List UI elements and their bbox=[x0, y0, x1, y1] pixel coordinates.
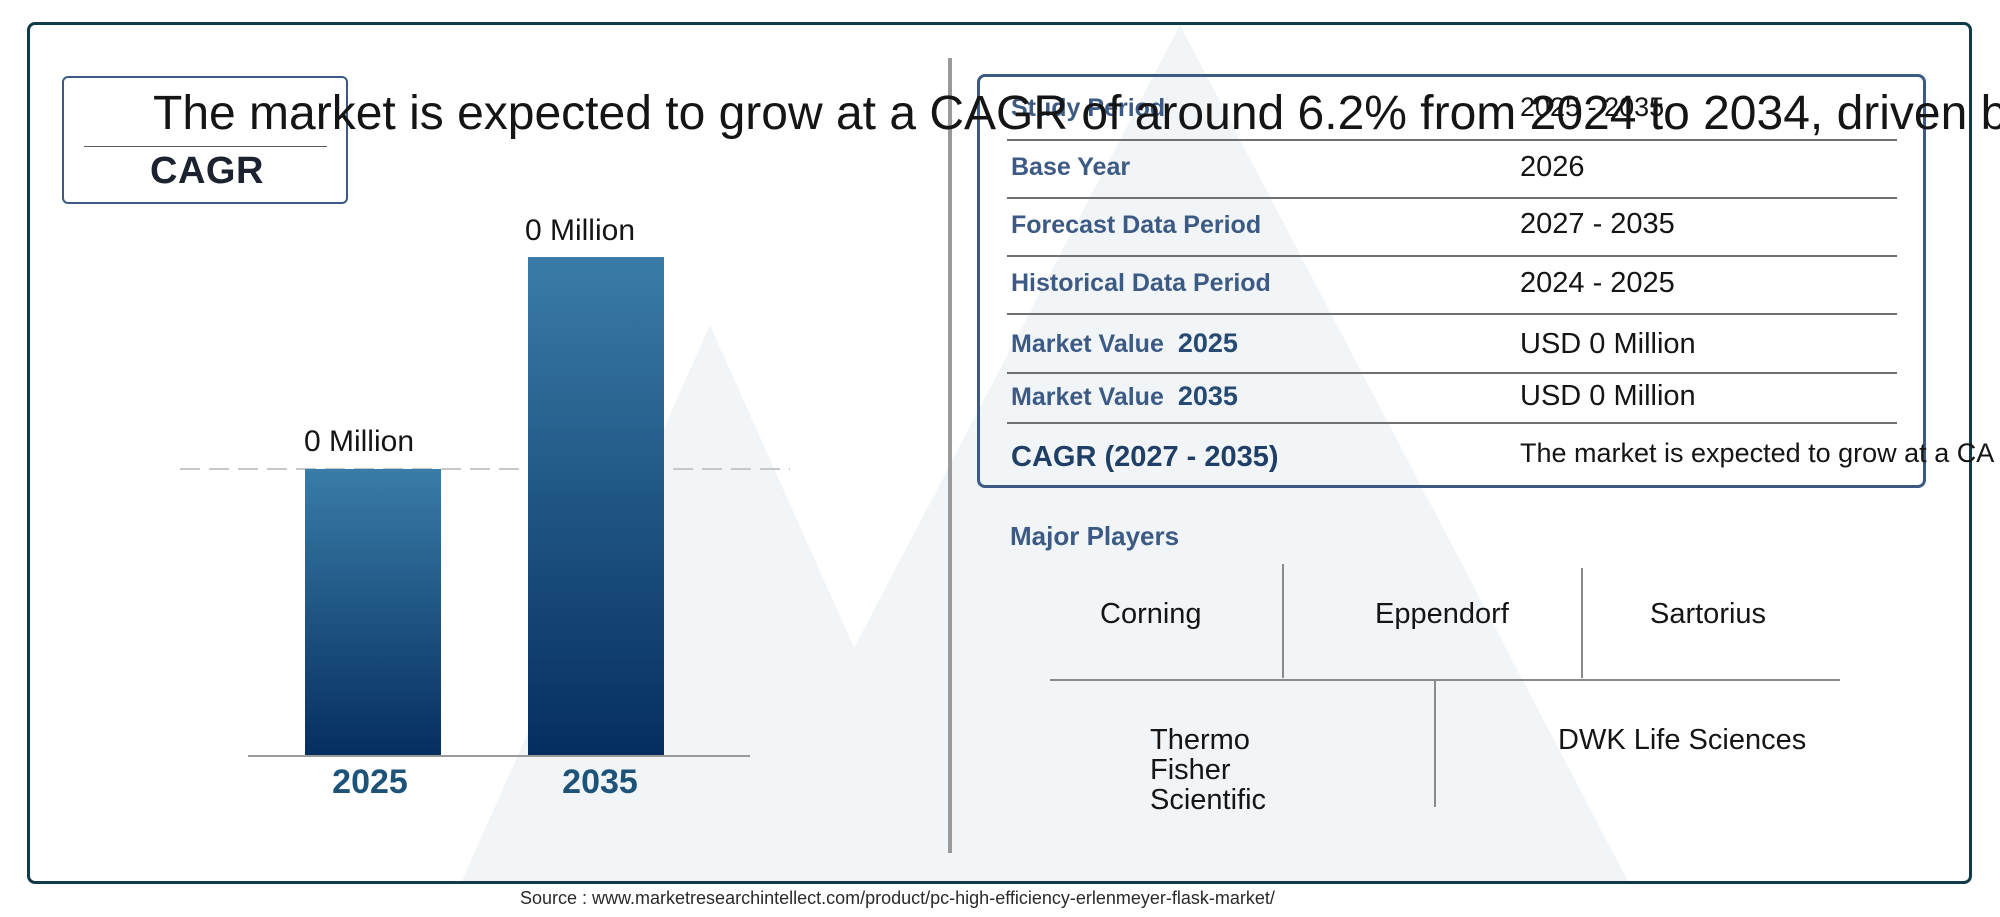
player-divider bbox=[1581, 568, 1583, 678]
row-label-base-year: Base Year bbox=[1011, 153, 1131, 181]
row-label-market-value-2035: Market Value 2035 bbox=[1011, 381, 1238, 412]
row-label-cagr: CAGR (2027 - 2035) bbox=[1011, 441, 1279, 473]
row-divider bbox=[1007, 197, 1897, 199]
player-sartorius: Sartorius bbox=[1650, 598, 1767, 630]
row-label-market-value-2025: Market Value 2025 bbox=[1011, 328, 1238, 359]
row-value-forecast-period: 2027 - 2035 bbox=[1520, 208, 1675, 240]
row-value-market-value-2035: USD 0 Million bbox=[1520, 380, 1696, 412]
row-label-historical-period: Historical Data Period bbox=[1011, 269, 1271, 297]
cagr-label: CAGR bbox=[150, 150, 264, 192]
data-label-2025: 0 Million bbox=[304, 425, 414, 458]
x-tick-2025: 2025 bbox=[332, 763, 408, 801]
player-divider bbox=[1282, 564, 1284, 678]
row-value-historical-period: 2024 - 2025 bbox=[1520, 267, 1675, 299]
market-value-year: 2025 bbox=[1177, 328, 1238, 358]
cagr-divider bbox=[84, 146, 327, 147]
x-tick-2035: 2035 bbox=[562, 763, 638, 801]
player-corning: Corning bbox=[1100, 598, 1202, 630]
row-value-base-year: 2026 bbox=[1520, 151, 1585, 183]
row-divider bbox=[1007, 255, 1897, 257]
market-value-year: 2035 bbox=[1177, 381, 1238, 411]
info-table-box bbox=[977, 74, 1926, 488]
player-divider bbox=[1050, 679, 1840, 681]
cagr-box bbox=[62, 76, 348, 204]
player-divider bbox=[1434, 681, 1436, 807]
row-value-cagr: The market is expected to grow at a CA bbox=[1520, 438, 1995, 468]
market-value-label: Market Value bbox=[1011, 330, 1164, 358]
player-thermo-fisher: Thermo Fisher Scientific bbox=[1150, 724, 1267, 816]
market-value-label: Market Value bbox=[1011, 383, 1164, 411]
bar-2025 bbox=[305, 469, 441, 756]
row-divider bbox=[1007, 139, 1897, 141]
row-divider bbox=[1007, 313, 1897, 315]
bar-2035 bbox=[528, 257, 664, 756]
section-divider bbox=[948, 58, 952, 853]
row-label-study-period: Study Period bbox=[1011, 94, 1166, 122]
player-eppendorf: Eppendorf bbox=[1375, 598, 1509, 630]
row-divider bbox=[1007, 422, 1897, 424]
row-value-study-period: 2025 - 2035 bbox=[1520, 92, 1665, 122]
major-players-title: Major Players bbox=[1010, 521, 1180, 551]
row-value-market-value-2025: USD 0 Million bbox=[1520, 328, 1696, 360]
bar-chart: 0 Million 0 Million 2025 2035 bbox=[180, 214, 790, 801]
data-label-2035: 0 Million bbox=[525, 214, 635, 247]
row-label-forecast-period: Forecast Data Period bbox=[1011, 211, 1262, 239]
player-dwk: DWK Life Sciences bbox=[1558, 724, 1807, 756]
source-credit: Source : www.marketresearchintellect.com… bbox=[520, 888, 1275, 908]
row-divider bbox=[1007, 372, 1897, 374]
cagr-description: The market is expected to grow at a CAGR… bbox=[153, 87, 2000, 140]
